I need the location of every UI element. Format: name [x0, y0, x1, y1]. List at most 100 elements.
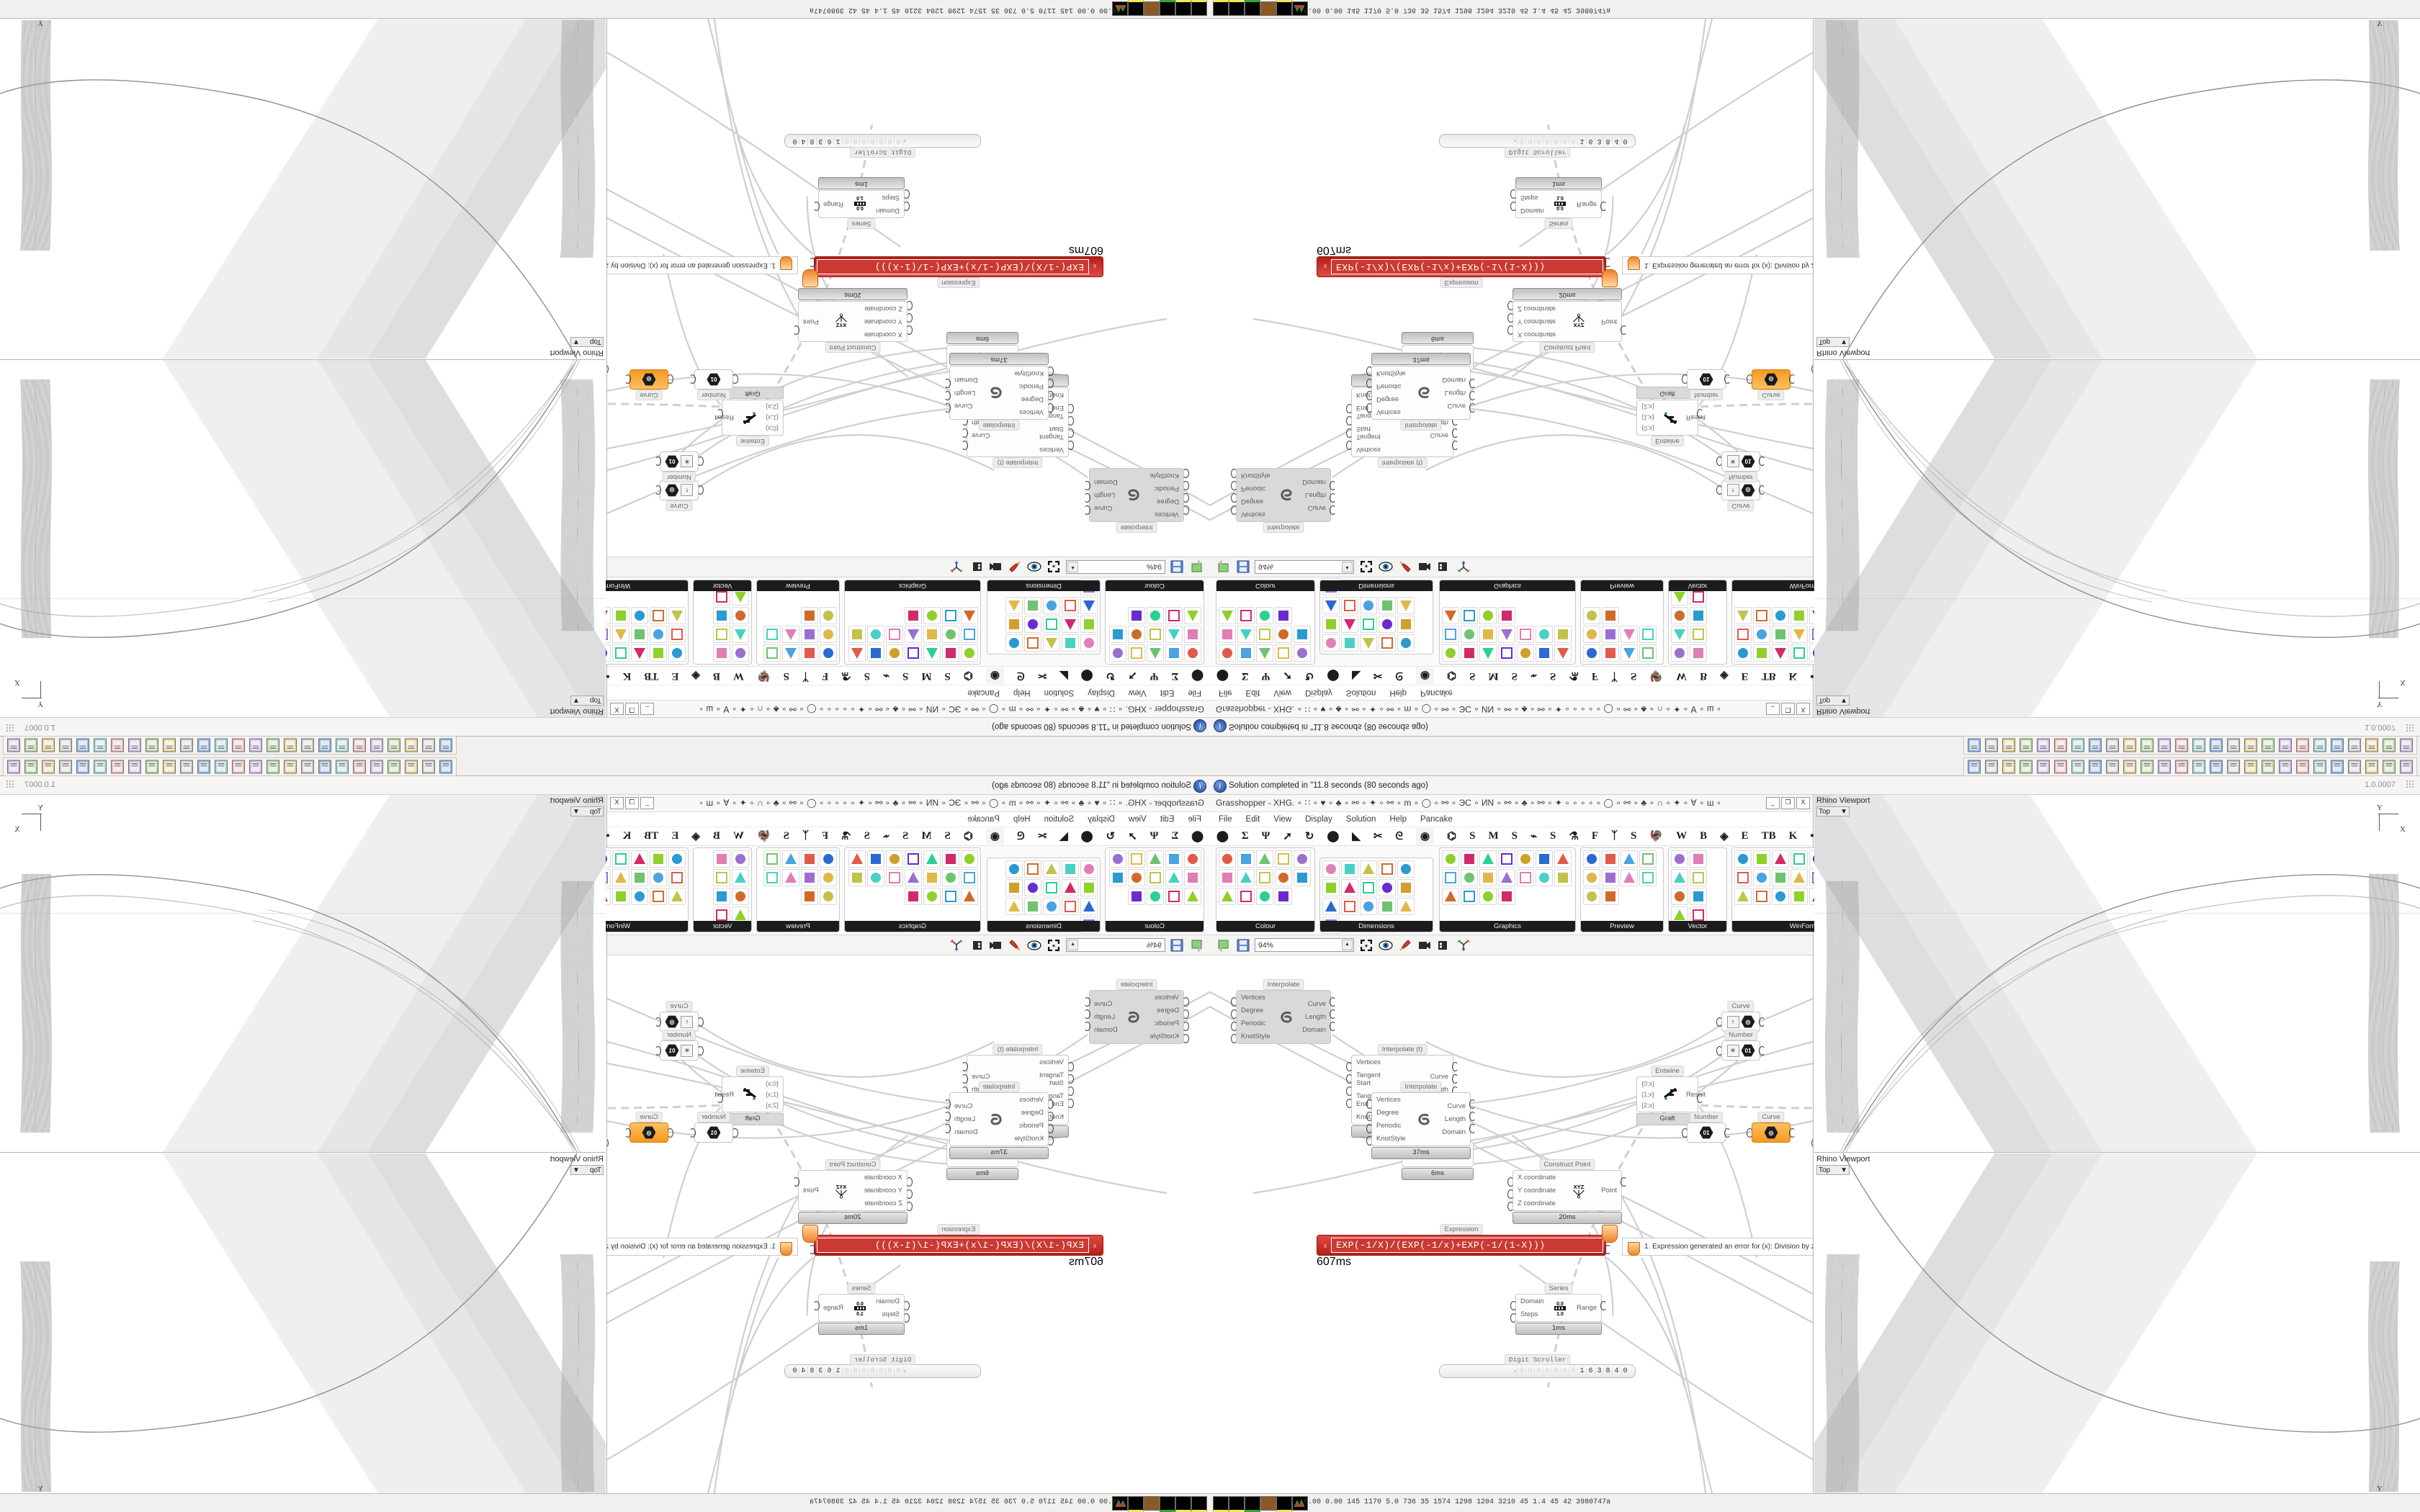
ribbon-icon-graphics-2[interactable]: [923, 850, 941, 868]
render-icon[interactable]: [2156, 758, 2173, 775]
tab-12[interactable]: M: [921, 670, 932, 682]
node-body[interactable]: X coordinate Y coordinate Z coordinate XYZ P…: [798, 1170, 908, 1211]
swatch-3[interactable]: [1245, 1496, 1260, 1512]
tab-9[interactable]: ◉: [1415, 667, 1435, 684]
viewport-top-view-selector[interactable]: Top ▼: [570, 806, 604, 816]
swatch-4[interactable]: [1144, 1, 1160, 16]
ribbon-icon-winform-17[interactable]: [1791, 607, 1808, 624]
viewport-top[interactable]: Rhino Viewport Top ▼ Y X: [1814, 795, 2420, 1153]
component-series[interactable]: Series Domain Steps 0.0 1.0 Range 1ms: [813, 177, 910, 229]
ribbon-icon-winform-2[interactable]: [631, 850, 648, 868]
component-construct-point[interactable]: Construct Point X coordinate Y coordinate Z…: [1507, 288, 1627, 353]
tab-4[interactable]: ↻: [1304, 670, 1314, 681]
input-port-0[interactable]: [1366, 1099, 1373, 1109]
tab-12[interactable]: M: [1488, 830, 1499, 842]
ribbon-icon-graphics-1[interactable]: [1461, 850, 1478, 868]
open-file-icon[interactable]: [420, 758, 437, 775]
param-body[interactable]: ◎: [1752, 369, 1791, 390]
ribbon-icon-dimensions-5[interactable]: [1322, 616, 1340, 633]
entwine-branch-2[interactable]: {2;x}: [1641, 403, 1655, 410]
tab-7[interactable]: ✂: [1373, 670, 1383, 681]
node-body[interactable]: Vertices Degree Periodic KnotStyle Curve Leng…: [1371, 366, 1471, 420]
ribbon-icon-vector-2[interactable]: [732, 869, 749, 886]
tab-13[interactable]: S: [1511, 830, 1518, 842]
graft-icon[interactable]: [949, 937, 964, 953]
ribbon-icon-dimensions-0[interactable]: [1080, 634, 1098, 652]
output-port-0[interactable]: [962, 1062, 968, 1071]
ribbon-icon-dimensions-8[interactable]: [1024, 616, 1041, 633]
tab-3[interactable]: ➚: [1128, 831, 1137, 842]
ribbon-icon-dimensions-4[interactable]: [1005, 860, 1023, 878]
tab-14[interactable]: ⌁: [1531, 831, 1538, 842]
preview-eye-icon[interactable]: [1378, 559, 1393, 575]
zoom-level-input[interactable]: 94% ▲: [1255, 560, 1354, 574]
light-icon[interactable]: [2363, 758, 2380, 775]
ribbon-icon-vector-3[interactable]: [1690, 626, 1707, 643]
input-port-0[interactable]: [1346, 441, 1353, 450]
ribbon-icon-graphics-7[interactable]: [961, 626, 978, 643]
tab-2[interactable]: Ψ: [1150, 670, 1159, 682]
tab-25[interactable]: TB: [644, 830, 659, 842]
input-port-1[interactable]: [1507, 1189, 1514, 1199]
ribbon-icon-winform-16[interactable]: [631, 607, 648, 624]
viewport-bottom[interactable]: Rhino Viewport Top▼ Y X: [1814, 0, 2420, 359]
viewport-top[interactable]: Rhino Viewport Top ▼ Y X: [0, 795, 606, 1153]
close-button[interactable]: X: [610, 703, 624, 715]
input-port-3[interactable]: [1231, 1034, 1237, 1043]
grid-icon[interactable]: [230, 737, 247, 754]
zoom-extents-icon[interactable]: ✶: [1047, 559, 1062, 575]
ribbon-icon-dimensions-10[interactable]: [1322, 597, 1340, 614]
component-interpolate[interactable]: Interpolate Vertices Degree Periodic KnotSty…: [1231, 468, 1336, 533]
input-port-3[interactable]: [1067, 1099, 1074, 1108]
ribbon-icon-colour-12[interactable]: [1256, 607, 1273, 624]
component-series[interactable]: Series Domain Steps 0.0 1.0 Range 1ms: [813, 1283, 910, 1335]
ribbon-icon-winform-7[interactable]: [668, 869, 686, 886]
tab-11[interactable]: S: [944, 830, 951, 842]
tab-18[interactable]: ᛉ: [1611, 830, 1618, 842]
output-port-1[interactable]: [1469, 391, 1476, 400]
tab-7[interactable]: ✂: [1373, 831, 1383, 842]
ribbon-icon-winform-10[interactable]: [1791, 869, 1808, 886]
tab-19[interactable]: S: [783, 670, 789, 682]
paste-icon[interactable]: [2069, 758, 2087, 775]
paint-icon[interactable]: [1397, 559, 1412, 575]
ribbon-icon-colour-7[interactable]: [1256, 869, 1273, 886]
ribbon-icon-winform-3[interactable]: [612, 644, 629, 662]
ribbon-icon-graphics-0[interactable]: [961, 644, 978, 662]
input-port-2[interactable]: [1047, 379, 1054, 388]
ribbon-icon-dimensions-13[interactable]: [1024, 898, 1041, 915]
swatch-1[interactable]: [1213, 0, 1229, 16]
component-expression[interactable]: Expression x EXP(-1/X)/(EXP(-1/x)+EXP(-1/(…: [809, 1224, 1103, 1269]
paint-icon[interactable]: [1008, 937, 1023, 953]
ribbon-icon-colour-12[interactable]: [1147, 607, 1164, 624]
viewport-top[interactable]: Rhino Viewport Top ▼ Y X: [1814, 359, 2420, 717]
input-port-2[interactable]: [1183, 1022, 1189, 1031]
ribbon-icon-winform-14[interactable]: [1734, 607, 1752, 624]
ribbon-icon-graphics-3[interactable]: [1498, 850, 1515, 868]
ribbon-icon-dimensions-4[interactable]: [1005, 634, 1023, 652]
output-port-0[interactable]: [1084, 997, 1090, 1007]
tab-24[interactable]: E: [1741, 830, 1749, 842]
tab-15[interactable]: S: [1550, 830, 1556, 842]
output-port-0[interactable]: [1621, 325, 1627, 335]
ribbon-icon-colour-7[interactable]: [1147, 626, 1164, 643]
cluster-icon[interactable]: [969, 937, 984, 953]
output-port-2[interactable]: [1469, 379, 1476, 388]
ribbon-icon-preview-2[interactable]: [1621, 850, 1638, 868]
ribbon-icon-graphics-10[interactable]: [905, 626, 922, 643]
undo-icon[interactable]: [2087, 737, 2104, 754]
entwine-branch-2[interactable]: {2;x}: [765, 403, 779, 410]
component-param-number[interactable]: Number 01: [1682, 1112, 1731, 1143]
tab-14[interactable]: ⌁: [882, 670, 889, 681]
param-body[interactable]: ↑ ◎: [660, 480, 699, 500]
ribbon-icon-vector-6[interactable]: [732, 588, 749, 606]
layers-icon[interactable]: [2121, 758, 2138, 775]
ribbon-icon-vector-1[interactable]: [1690, 850, 1707, 868]
output-port-2[interactable]: [1469, 1124, 1476, 1133]
menu-bar[interactable]: File Edit View Display Solution Help Pancake: [607, 685, 1210, 700]
ribbon-icon-colour-9[interactable]: [1109, 626, 1126, 643]
ribbon-icon-preview-1[interactable]: [801, 644, 818, 662]
ribbon-icon-winform-14[interactable]: [668, 888, 686, 905]
ribbon-icon-preview-6[interactable]: [782, 869, 799, 886]
